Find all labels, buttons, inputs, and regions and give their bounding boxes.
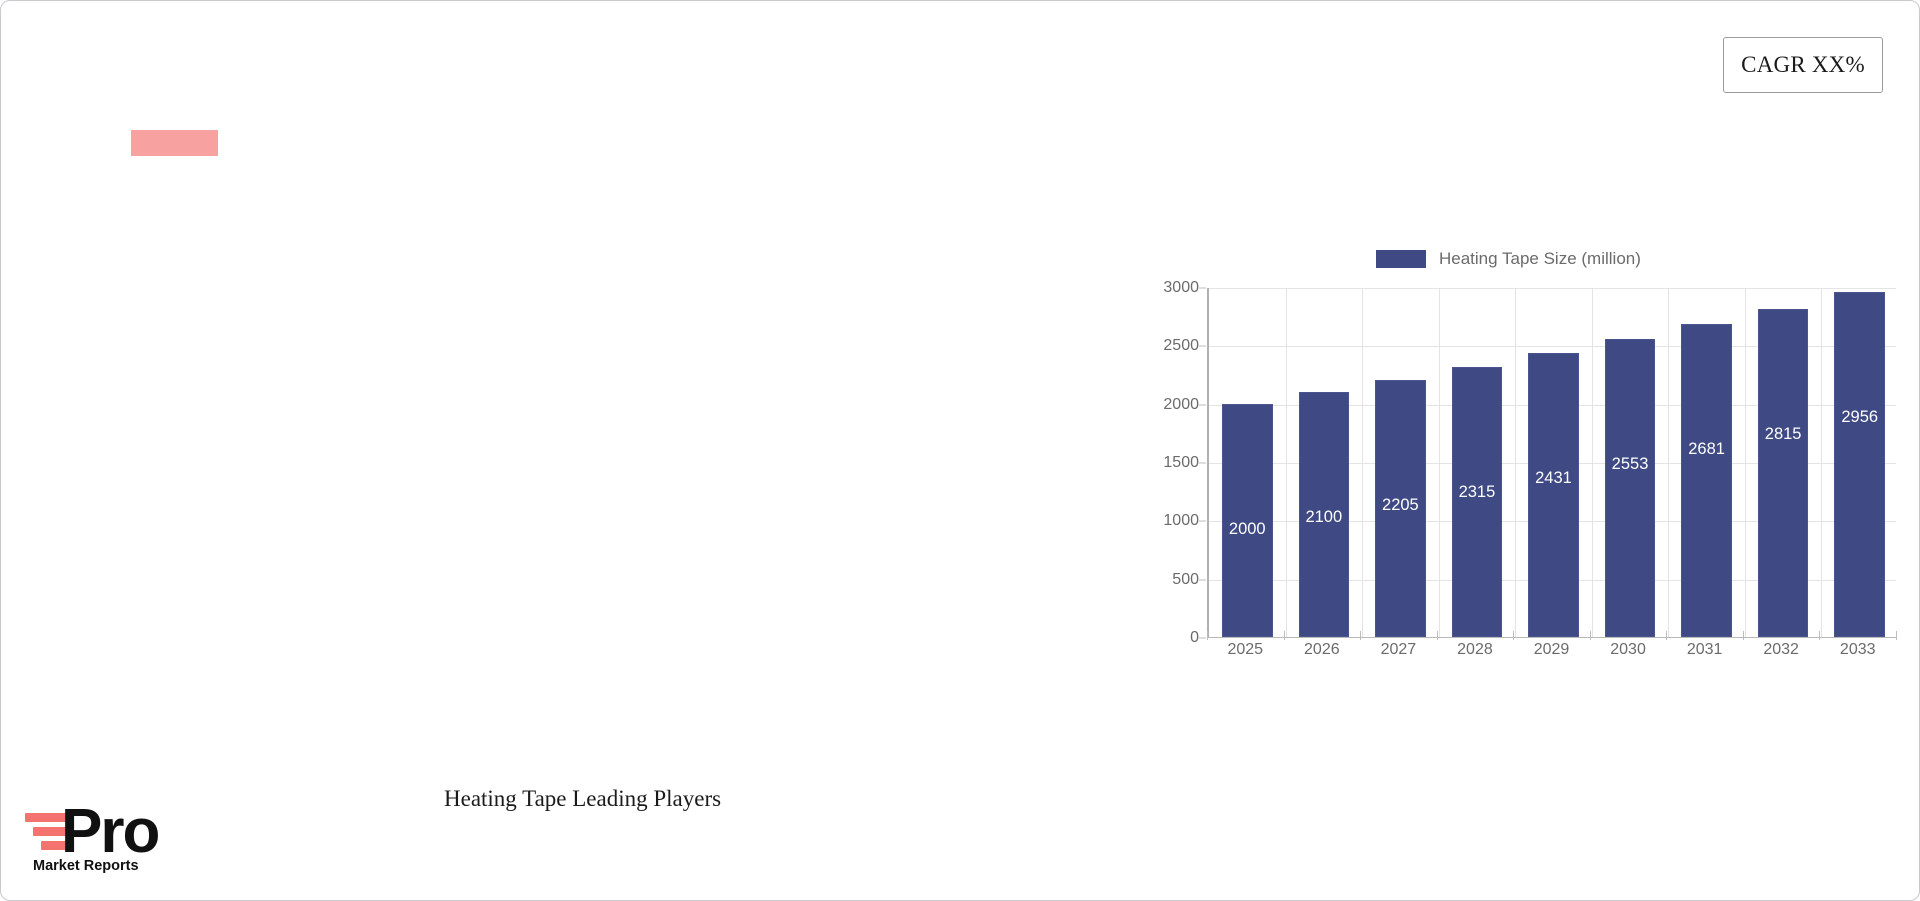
y-tick-mark bbox=[1199, 520, 1206, 522]
y-tick-mark bbox=[1199, 579, 1206, 581]
logo-bar-icon bbox=[25, 813, 67, 822]
x-tick-label: 2032 bbox=[1763, 641, 1799, 658]
x-tick-mark bbox=[1207, 631, 1208, 640]
bar[interactable]: 2315 bbox=[1451, 366, 1503, 637]
x-tick-label: 2028 bbox=[1457, 641, 1493, 658]
bar-value-label: 2315 bbox=[1458, 482, 1496, 501]
bar-value-label: 2553 bbox=[1611, 455, 1649, 474]
logo-subtitle: Market Reports bbox=[33, 858, 139, 874]
bar[interactable]: 2000 bbox=[1222, 403, 1273, 637]
x-tick-mark bbox=[1283, 631, 1285, 640]
y-tick-label: 500 bbox=[1172, 570, 1199, 588]
x-tick-mark bbox=[1360, 631, 1362, 640]
gridline-vertical bbox=[1591, 288, 1593, 637]
logo-wordmark: Pro bbox=[61, 797, 160, 866]
bar[interactable]: 2205 bbox=[1375, 379, 1426, 637]
gridline-vertical bbox=[1744, 288, 1746, 637]
y-tick-mark bbox=[1199, 287, 1206, 289]
logo: Pro Market Reports bbox=[23, 801, 160, 881]
bar-value-label: 2205 bbox=[1382, 495, 1419, 514]
x-axis: 2025 2026 2027 2028 2029 2030 2031 2032 2033 bbox=[1207, 631, 1897, 667]
bar-value-label: 2956 bbox=[1841, 408, 1879, 427]
bar[interactable]: 2431 bbox=[1528, 353, 1579, 637]
gridline-vertical bbox=[1438, 288, 1440, 637]
x-tick-label: 2030 bbox=[1610, 641, 1646, 658]
x-tick-mark bbox=[1589, 631, 1591, 640]
page-title: Heating Tape Leading Players bbox=[444, 786, 722, 811]
bar-series: 2000 2100 2205 2315 2431 2553 2681 2815 2956 bbox=[1209, 288, 1896, 637]
y-tick-label: 2000 bbox=[1163, 395, 1199, 413]
y-tick-label: 3000 bbox=[1163, 279, 1199, 296]
gridline-vertical bbox=[1362, 288, 1364, 637]
plot-area: 2000 2100 2205 2315 2431 2553 2681 2815 2956 bbox=[1207, 288, 1896, 638]
bar-value-label: 2431 bbox=[1535, 469, 1572, 488]
y-tick-label: 2500 bbox=[1163, 337, 1199, 355]
y-tick-mark bbox=[1199, 404, 1206, 406]
logo-bar-icon bbox=[41, 841, 67, 850]
y-tick-label: 1500 bbox=[1163, 454, 1199, 471]
bar-value-label: 2815 bbox=[1764, 424, 1802, 443]
x-tick-mark bbox=[1513, 631, 1515, 640]
bar[interactable]: 2956 bbox=[1834, 292, 1885, 637]
gridline-horizontal bbox=[1209, 288, 1896, 289]
x-tick-label: 2027 bbox=[1380, 641, 1417, 658]
gridline-vertical bbox=[1821, 288, 1823, 637]
logo-bar-icon bbox=[33, 827, 67, 836]
gridline-vertical bbox=[1285, 288, 1287, 637]
x-tick-mark bbox=[1666, 631, 1668, 640]
y-axis: 0 500 1000 1500 2000 2500 3000 bbox=[1151, 279, 1207, 646]
gridline-horizontal bbox=[1209, 346, 1896, 348]
y-tick-mark bbox=[1199, 345, 1206, 347]
x-tick-label: 2033 bbox=[1839, 641, 1876, 658]
plot-wrapper: 0 500 1000 1500 2000 2500 3000 2000 2100 2205 231… bbox=[1151, 279, 1896, 646]
cagr-badge: CAGR XX% bbox=[1723, 37, 1883, 93]
y-tick-label: 0 bbox=[1190, 629, 1199, 646]
bar[interactable]: 2100 bbox=[1298, 392, 1350, 637]
x-tick-label: 2025 bbox=[1227, 641, 1264, 658]
y-tick-mark bbox=[1199, 637, 1206, 639]
bar-value-label: 2100 bbox=[1305, 508, 1343, 526]
accent-block bbox=[131, 130, 218, 156]
gridline-vertical bbox=[1515, 288, 1517, 637]
chart-legend: Heating Tape Size (million) bbox=[1376, 249, 1641, 269]
bar[interactable]: 2553 bbox=[1604, 339, 1656, 637]
y-tick-label: 1000 bbox=[1163, 512, 1199, 530]
logo-mark: Pro bbox=[23, 801, 160, 863]
x-tick-mark bbox=[1819, 631, 1821, 640]
bar-value-label: 2681 bbox=[1688, 440, 1725, 459]
y-tick-mark bbox=[1199, 462, 1206, 464]
bar[interactable]: 2815 bbox=[1757, 308, 1809, 637]
bar-chart: Heating Tape Size (million) 0 500 1000 1500… bbox=[1151, 241, 1897, 681]
x-tick-mark bbox=[1436, 631, 1438, 640]
bar[interactable]: 2681 bbox=[1681, 324, 1732, 637]
legend-swatch-icon bbox=[1376, 250, 1426, 268]
x-tick-mark bbox=[1742, 631, 1744, 640]
bar-value-label: 2000 bbox=[1228, 519, 1266, 538]
x-tick-label: 2026 bbox=[1304, 641, 1340, 658]
x-tick-mark bbox=[1896, 631, 1897, 640]
x-tick-label: 2029 bbox=[1533, 641, 1570, 658]
legend-label: Heating Tape Size (million) bbox=[1439, 249, 1641, 268]
gridline-vertical bbox=[1668, 288, 1670, 637]
x-tick-label: 2031 bbox=[1686, 641, 1723, 658]
